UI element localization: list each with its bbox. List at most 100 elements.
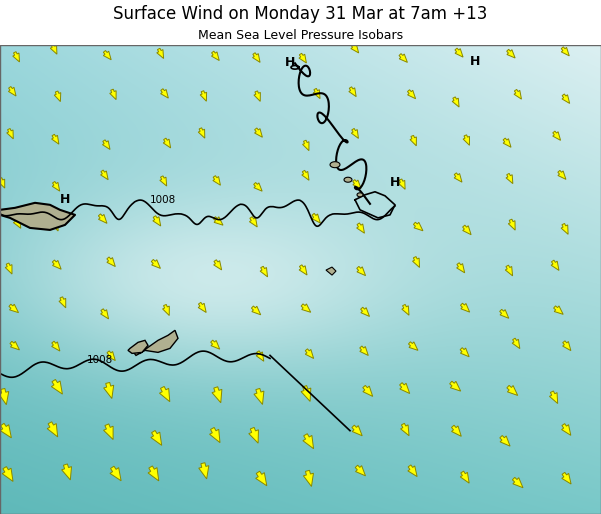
FancyArrow shape bbox=[159, 387, 170, 401]
FancyArrow shape bbox=[110, 466, 121, 481]
FancyArrow shape bbox=[47, 422, 58, 437]
FancyArrow shape bbox=[198, 302, 206, 313]
FancyArrow shape bbox=[357, 266, 365, 276]
FancyArrow shape bbox=[254, 389, 264, 405]
FancyArrow shape bbox=[107, 351, 115, 360]
FancyArrow shape bbox=[0, 178, 5, 188]
FancyArrow shape bbox=[353, 179, 361, 189]
FancyArrow shape bbox=[412, 256, 419, 267]
FancyArrow shape bbox=[313, 88, 320, 99]
FancyArrow shape bbox=[351, 44, 359, 53]
FancyArrow shape bbox=[255, 471, 267, 486]
FancyArrow shape bbox=[162, 304, 169, 316]
FancyArrow shape bbox=[100, 309, 109, 319]
FancyArrow shape bbox=[103, 424, 113, 439]
FancyArrow shape bbox=[151, 260, 160, 268]
FancyArrow shape bbox=[514, 89, 522, 99]
FancyArrow shape bbox=[398, 179, 405, 189]
FancyArrow shape bbox=[305, 349, 314, 358]
Polygon shape bbox=[330, 162, 340, 168]
Text: H: H bbox=[285, 56, 295, 69]
FancyArrow shape bbox=[252, 53, 260, 62]
FancyArrow shape bbox=[408, 465, 417, 476]
FancyArrow shape bbox=[460, 303, 469, 312]
FancyArrow shape bbox=[352, 128, 358, 138]
FancyArrow shape bbox=[99, 214, 107, 224]
FancyArrow shape bbox=[299, 53, 307, 63]
FancyArrow shape bbox=[210, 428, 220, 443]
FancyArrow shape bbox=[508, 219, 515, 230]
FancyArrow shape bbox=[410, 135, 416, 146]
FancyArrow shape bbox=[249, 217, 257, 227]
FancyArrow shape bbox=[214, 260, 222, 270]
FancyArrow shape bbox=[413, 222, 423, 231]
FancyArrow shape bbox=[59, 297, 66, 308]
FancyArrow shape bbox=[513, 478, 523, 488]
Text: H: H bbox=[390, 176, 400, 189]
FancyArrow shape bbox=[505, 265, 513, 276]
FancyArrow shape bbox=[0, 424, 11, 438]
FancyArrow shape bbox=[157, 48, 163, 59]
FancyArrow shape bbox=[452, 97, 459, 107]
FancyArrow shape bbox=[9, 304, 19, 313]
FancyArrow shape bbox=[361, 307, 370, 317]
FancyArrow shape bbox=[199, 463, 209, 479]
FancyArrow shape bbox=[304, 470, 314, 486]
FancyArrow shape bbox=[303, 434, 314, 449]
FancyArrow shape bbox=[499, 309, 509, 318]
FancyArrow shape bbox=[103, 50, 111, 60]
FancyArrow shape bbox=[255, 128, 263, 137]
FancyArrow shape bbox=[50, 44, 57, 54]
FancyArrow shape bbox=[549, 391, 558, 403]
Text: H: H bbox=[60, 193, 70, 206]
FancyArrow shape bbox=[254, 182, 262, 191]
FancyArrow shape bbox=[451, 425, 462, 436]
FancyArrow shape bbox=[500, 435, 510, 446]
FancyArrow shape bbox=[553, 131, 561, 140]
FancyArrow shape bbox=[103, 140, 110, 150]
FancyArrow shape bbox=[62, 464, 72, 480]
FancyArrow shape bbox=[8, 86, 16, 96]
Text: H: H bbox=[470, 55, 480, 68]
FancyArrow shape bbox=[363, 386, 373, 396]
FancyArrow shape bbox=[563, 341, 571, 351]
FancyArrow shape bbox=[561, 424, 571, 435]
FancyArrow shape bbox=[148, 466, 159, 481]
FancyArrow shape bbox=[13, 52, 19, 62]
FancyArrow shape bbox=[10, 341, 19, 350]
FancyArrow shape bbox=[561, 224, 568, 234]
FancyArrow shape bbox=[254, 91, 260, 101]
Polygon shape bbox=[132, 331, 178, 355]
Text: Mean Sea Level Pressure Isobars: Mean Sea Level Pressure Isobars bbox=[198, 29, 403, 42]
Polygon shape bbox=[128, 340, 148, 354]
FancyArrow shape bbox=[554, 306, 563, 315]
FancyArrow shape bbox=[51, 220, 58, 231]
FancyArrow shape bbox=[450, 381, 461, 391]
Text: 1008: 1008 bbox=[150, 195, 176, 205]
FancyArrow shape bbox=[299, 265, 307, 275]
FancyArrow shape bbox=[5, 263, 12, 274]
FancyArrow shape bbox=[349, 87, 356, 97]
FancyArrow shape bbox=[256, 351, 264, 361]
FancyArrow shape bbox=[352, 425, 362, 436]
FancyArrow shape bbox=[503, 138, 511, 148]
FancyArrow shape bbox=[160, 89, 168, 98]
FancyArrow shape bbox=[302, 140, 309, 151]
FancyArrow shape bbox=[198, 128, 205, 138]
FancyArrow shape bbox=[249, 427, 258, 443]
FancyArrow shape bbox=[107, 257, 115, 267]
FancyArrow shape bbox=[212, 387, 222, 403]
Polygon shape bbox=[357, 193, 363, 197]
Polygon shape bbox=[326, 267, 336, 275]
FancyArrow shape bbox=[400, 382, 410, 394]
FancyArrow shape bbox=[562, 94, 570, 103]
FancyArrow shape bbox=[52, 260, 61, 269]
FancyArrow shape bbox=[507, 386, 517, 395]
FancyArrow shape bbox=[454, 173, 462, 182]
FancyArrow shape bbox=[160, 176, 166, 186]
FancyArrow shape bbox=[302, 170, 309, 180]
FancyArrow shape bbox=[558, 170, 566, 179]
FancyArrow shape bbox=[103, 382, 114, 398]
FancyArrow shape bbox=[506, 173, 513, 183]
FancyArrow shape bbox=[260, 266, 267, 277]
